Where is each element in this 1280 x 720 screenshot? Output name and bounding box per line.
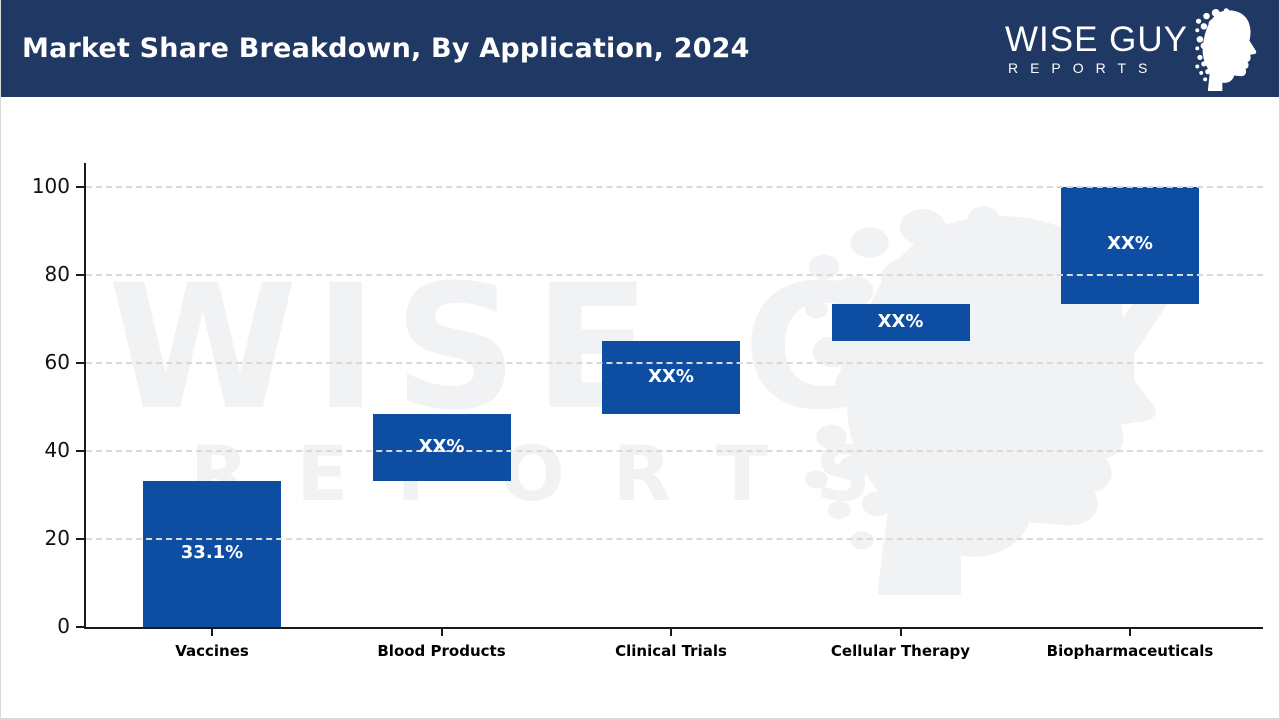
gridline — [86, 274, 1263, 276]
x-tick-mark — [670, 629, 672, 636]
x-axis-label: Cellular Therapy — [830, 642, 971, 660]
y-tick-label: 60 — [44, 350, 70, 374]
bar-value-label: XX% — [877, 310, 924, 332]
y-tick-mark — [76, 274, 84, 276]
x-tick-mark — [1129, 629, 1131, 636]
y-tick-mark — [76, 538, 84, 540]
x-axis-label: Vaccines — [175, 642, 249, 660]
bar-value-label: XX% — [418, 435, 465, 457]
gridline — [86, 186, 1263, 188]
waterfall-bar — [602, 341, 740, 415]
x-axis-label: Blood Products — [377, 642, 506, 660]
x-tick-mark — [440, 629, 443, 636]
y-tick-label: 20 — [44, 526, 70, 550]
x-axis-spine — [84, 627, 1263, 629]
waterfall-bar — [372, 414, 511, 482]
bar-value-label: XX% — [648, 365, 694, 387]
gridline — [86, 362, 1263, 364]
waterfall-bar — [143, 481, 281, 627]
bar-value-label: 33.1% — [180, 542, 244, 564]
logo-wordmark-text: WISE GUY — [1004, 20, 1188, 59]
x-axis-label: Clinical Trials — [615, 642, 727, 660]
y-tick-mark — [76, 362, 84, 364]
y-tick-label: 40 — [44, 438, 70, 462]
logo: WISE GUY REPORTS — [1005, 7, 1258, 91]
y-tick-mark — [76, 450, 84, 452]
header-bar: Market Share Breakdown, By Application, … — [0, 0, 1280, 97]
y-tick-label: 100 — [31, 174, 70, 198]
logo-reports-text: REPORTS — [1007, 60, 1160, 76]
bar-value-label: XX% — [1107, 233, 1153, 255]
gridline — [86, 538, 1263, 540]
y-tick-mark — [76, 186, 84, 188]
y-axis-spine — [84, 163, 86, 629]
x-tick-mark — [211, 629, 213, 636]
y-tick-mark — [76, 626, 84, 628]
logo-text: WISE GUY REPORTS — [1005, 22, 1188, 75]
x-axis-label: Biopharmaceuticals — [1046, 642, 1214, 660]
logo-head-dots-icon — [1195, 7, 1257, 91]
x-tick-mark — [899, 629, 902, 636]
y-tick-label: 0 — [57, 614, 70, 638]
gridline — [86, 450, 1263, 452]
y-tick-label: 80 — [44, 262, 70, 286]
chart-title: Market Share Breakdown, By Application, … — [22, 33, 750, 64]
